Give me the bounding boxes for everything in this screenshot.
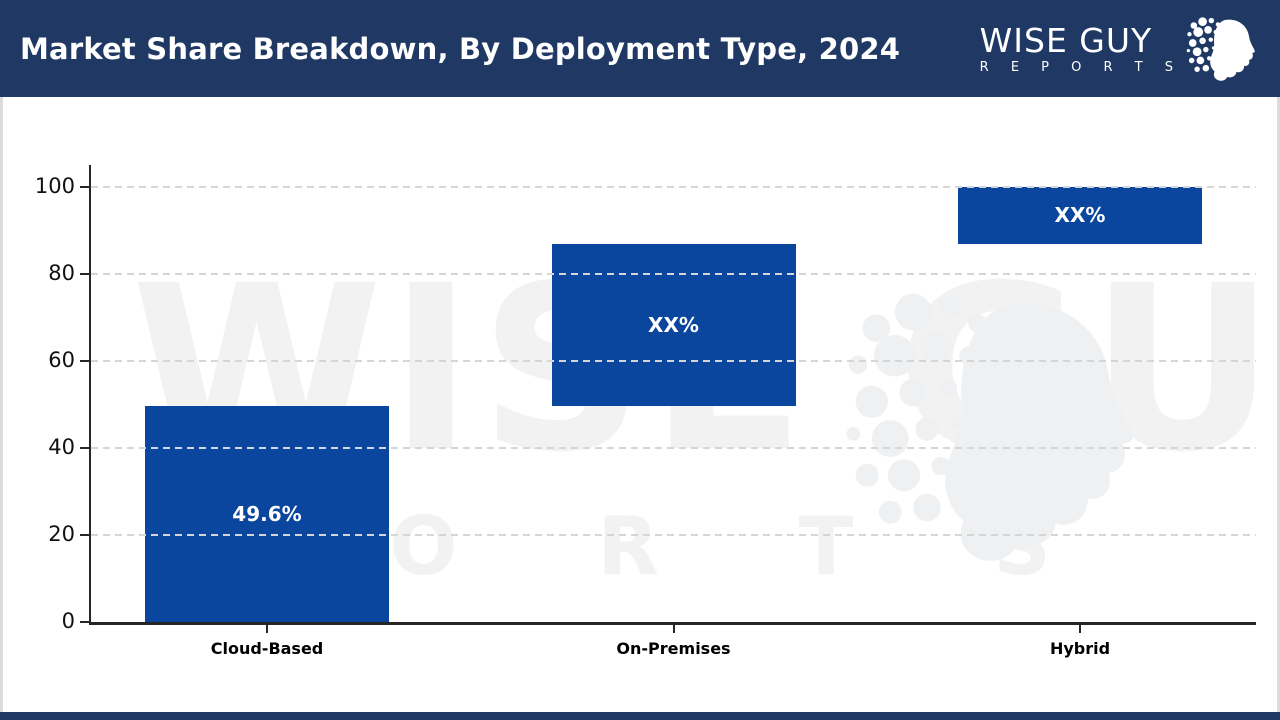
bar-value-label: XX% [648, 312, 699, 337]
y-axis-tick [80, 186, 89, 188]
gridline [91, 273, 1256, 275]
y-tick-label: 100 [34, 174, 75, 198]
y-axis-tick [80, 360, 89, 362]
chart-canvas: WISE GU P O R T S 02040608010049.6%XX%XX… [0, 97, 1280, 712]
bar-value-label: XX% [1054, 203, 1106, 228]
y-tick-label: 40 [48, 435, 75, 459]
x-category-label: On-Premises [616, 639, 731, 658]
gridline [91, 534, 1256, 536]
y-axis-tick [80, 273, 89, 275]
logo-head-icon [1186, 16, 1255, 81]
y-tick-label: 60 [48, 348, 75, 372]
x-axis-tick [672, 625, 675, 633]
header-bar: Market Share Breakdown, By Deployment Ty… [0, 0, 1280, 97]
y-axis-line [89, 165, 91, 624]
logo-text: WISE GUY R E P O R T S [980, 24, 1182, 74]
y-tick-label: 20 [48, 522, 75, 546]
x-axis-line [89, 622, 1256, 625]
bar-on-premises [551, 243, 796, 407]
x-axis-tick [266, 625, 268, 633]
y-axis-tick [80, 621, 89, 623]
y-tick-label: 80 [48, 261, 75, 285]
bar-hybrid [958, 187, 1202, 244]
logo-wordmark: WISE GUY [979, 20, 1153, 60]
x-category-label: Hybrid [1049, 639, 1111, 658]
gridline [91, 186, 1256, 188]
watermark-head-icon [846, 293, 1134, 561]
bar-cloud-based [145, 406, 389, 622]
gridline [91, 447, 1256, 449]
footer-bar [0, 712, 1280, 720]
y-axis-tick [80, 447, 89, 449]
page-title: Market Share Breakdown, By Deployment Ty… [20, 31, 901, 66]
y-axis-tick [80, 534, 89, 536]
y-tick-label: 0 [61, 609, 75, 633]
x-category-label: Cloud-Based [210, 639, 324, 658]
x-axis-tick [1079, 625, 1081, 633]
wise-guy-reports-logo: WISE GUY R E P O R T S [980, 8, 1266, 90]
logo-subtext: R E P O R T S [979, 59, 1182, 75]
bar-value-label: 49.6% [232, 502, 302, 527]
gridline [91, 360, 1256, 362]
